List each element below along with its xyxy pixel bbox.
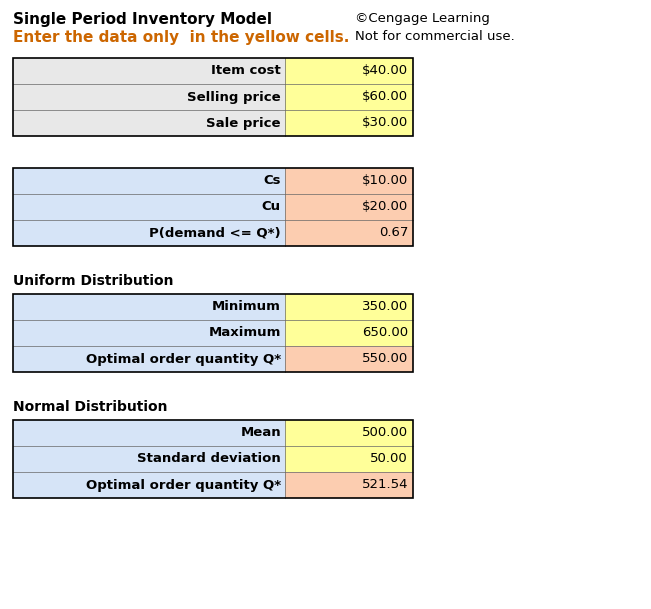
Bar: [13, 320, 285, 346]
Text: $10.00: $10.00: [362, 175, 408, 188]
Bar: [285, 446, 413, 472]
Text: Cu: Cu: [262, 200, 281, 214]
Text: 500.00: 500.00: [362, 426, 408, 440]
Bar: [13, 294, 285, 320]
Bar: [285, 194, 413, 220]
Text: 650.00: 650.00: [362, 326, 408, 339]
Text: 350.00: 350.00: [362, 300, 408, 314]
Bar: [285, 294, 413, 320]
Text: Normal Distribution: Normal Distribution: [13, 400, 167, 414]
Text: $60.00: $60.00: [362, 91, 408, 104]
Text: 521.54: 521.54: [361, 479, 408, 491]
Bar: [13, 168, 413, 246]
Bar: [285, 110, 413, 136]
Bar: [285, 472, 413, 498]
Text: Enter the data only  in the yellow cells.: Enter the data only in the yellow cells.: [13, 30, 350, 45]
Bar: [13, 346, 285, 372]
Text: Maximum: Maximum: [208, 326, 281, 339]
Bar: [13, 84, 285, 110]
Text: Optimal order quantity Q*: Optimal order quantity Q*: [86, 479, 281, 491]
Bar: [13, 194, 285, 220]
Bar: [13, 58, 285, 84]
Bar: [13, 294, 413, 372]
Bar: [285, 168, 413, 194]
Text: 50.00: 50.00: [370, 452, 408, 465]
Bar: [13, 420, 413, 498]
Bar: [13, 58, 413, 136]
Text: ©Cengage Learning: ©Cengage Learning: [355, 12, 490, 25]
Text: Optimal order quantity Q*: Optimal order quantity Q*: [86, 353, 281, 365]
Bar: [285, 58, 413, 84]
Text: Uniform Distribution: Uniform Distribution: [13, 274, 174, 288]
Text: Single Period Inventory Model: Single Period Inventory Model: [13, 12, 272, 27]
Text: Sale price: Sale price: [206, 116, 281, 130]
Text: Standard deviation: Standard deviation: [137, 452, 281, 465]
Text: Item cost: Item cost: [212, 65, 281, 77]
Bar: [285, 84, 413, 110]
Bar: [13, 420, 285, 446]
Bar: [13, 472, 285, 498]
Text: 550.00: 550.00: [362, 353, 408, 365]
Text: 0.67: 0.67: [379, 227, 408, 239]
Bar: [285, 346, 413, 372]
Text: Minimum: Minimum: [212, 300, 281, 314]
Bar: [13, 110, 285, 136]
Bar: [285, 220, 413, 246]
Text: $30.00: $30.00: [362, 116, 408, 130]
Bar: [13, 168, 285, 194]
Text: $40.00: $40.00: [362, 65, 408, 77]
Bar: [13, 446, 285, 472]
Bar: [285, 420, 413, 446]
Bar: [13, 220, 285, 246]
Bar: [285, 320, 413, 346]
Text: Cs: Cs: [264, 175, 281, 188]
Text: Not for commercial use.: Not for commercial use.: [355, 30, 515, 43]
Text: P(demand <= Q*): P(demand <= Q*): [149, 227, 281, 239]
Text: Mean: Mean: [240, 426, 281, 440]
Text: Selling price: Selling price: [187, 91, 281, 104]
Text: $20.00: $20.00: [362, 200, 408, 214]
